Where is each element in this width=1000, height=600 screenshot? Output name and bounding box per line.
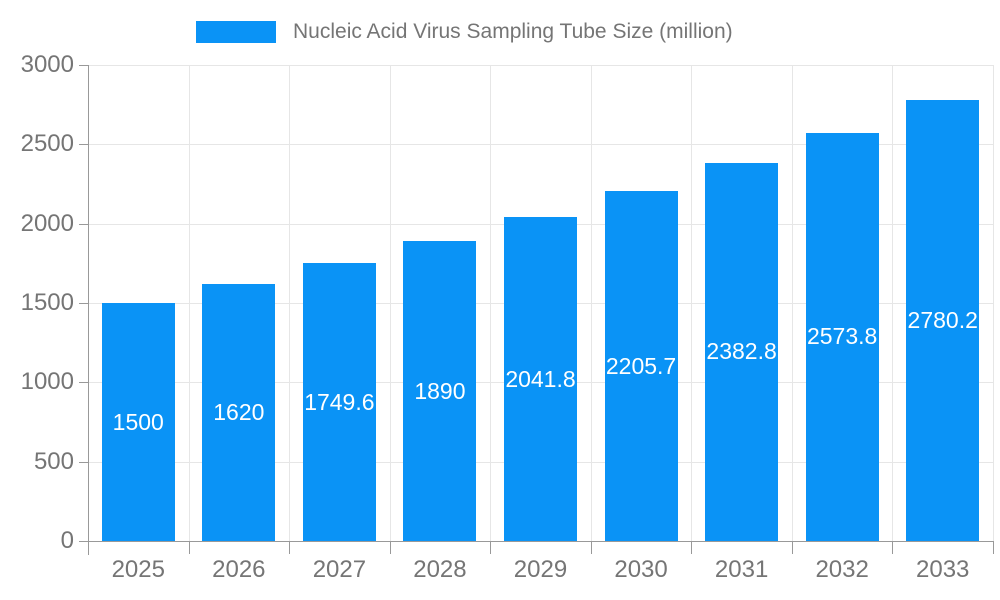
x-axis-tick <box>88 541 89 554</box>
x-axis-tick-label: 2026 <box>212 556 266 583</box>
bar-2026: 1620 <box>202 283 276 541</box>
x-axis-tick-label: 2030 <box>614 556 668 583</box>
x-axis-tick <box>791 541 793 554</box>
bar-2032: 2573.8 <box>805 132 879 541</box>
bar-value-label: 2041.8 <box>505 365 576 392</box>
bar-2030: 2205.7 <box>604 191 678 541</box>
y-axis-tick-label: 2500 <box>20 130 74 158</box>
y-axis-tick <box>79 541 88 542</box>
v-gridline <box>188 65 190 541</box>
y-axis-tick-label: 1500 <box>20 289 74 316</box>
bar-2025: 1500 <box>101 303 175 541</box>
x-axis-tick-label: 2033 <box>916 556 970 583</box>
x-axis-tick <box>892 541 894 554</box>
h-gridline <box>88 144 993 146</box>
h-gridline <box>88 65 993 66</box>
y-axis-tick <box>79 144 88 146</box>
legend-swatch <box>196 21 276 43</box>
bar-value-label: 1749.6 <box>304 388 375 415</box>
v-gridline <box>993 65 994 541</box>
bar-value-label: 2780.2 <box>907 306 978 333</box>
x-axis-tick-label: 2028 <box>413 556 467 583</box>
x-axis-tick-label: 2027 <box>312 556 367 583</box>
y-axis-line <box>88 65 89 555</box>
y-axis-tick <box>79 461 88 463</box>
bar-value-label: 2382.8 <box>706 338 777 365</box>
x-axis-line <box>88 541 993 542</box>
bar-value-label: 2205.7 <box>605 352 677 379</box>
x-axis-tick <box>691 541 693 554</box>
bar-2031: 2382.8 <box>705 162 779 541</box>
bar-2033: 2780.2 <box>906 99 980 541</box>
y-axis-tick-label: 500 <box>33 447 74 475</box>
y-axis-tick <box>79 65 88 66</box>
x-axis-tick <box>188 541 190 554</box>
legend[interactable]: Nucleic Acid Virus Sampling Tube Size (m… <box>196 20 733 44</box>
bar-value-label: 2573.8 <box>806 323 878 350</box>
bar-2029: 2041.8 <box>504 217 577 541</box>
x-axis-tick-label: 2031 <box>714 556 769 583</box>
y-axis-tick <box>79 223 88 225</box>
bar-2028: 1890 <box>403 241 477 541</box>
v-gridline <box>691 65 693 541</box>
y-axis-tick <box>79 382 88 384</box>
bar-value-label: 1500 <box>112 408 164 435</box>
v-gridline <box>892 65 894 541</box>
bar-value-label: 1890 <box>414 377 466 404</box>
x-axis-tick <box>289 541 291 554</box>
x-axis-tick-label: 2032 <box>815 556 869 583</box>
x-axis-tick-label: 2029 <box>513 556 568 583</box>
v-gridline <box>289 65 291 541</box>
y-axis-tick-label: 0 <box>60 527 74 554</box>
v-gridline <box>389 65 391 541</box>
x-axis-tick <box>389 541 391 554</box>
y-axis-tick <box>79 303 88 304</box>
legend-label: Nucleic Acid Virus Sampling Tube Size (m… <box>293 20 733 43</box>
y-axis-tick-label: 1000 <box>20 368 74 396</box>
v-gridline <box>791 65 793 541</box>
v-gridline <box>490 65 492 541</box>
bar-value-label: 1620 <box>213 398 265 425</box>
x-axis-tick <box>490 541 492 554</box>
x-axis-tick-label: 2025 <box>111 556 165 583</box>
y-axis-tick-label: 2000 <box>20 209 74 237</box>
y-axis-tick-label: 3000 <box>20 51 74 78</box>
v-gridline <box>590 65 592 541</box>
x-axis-tick <box>590 541 592 554</box>
bar-2027: 1749.6 <box>302 263 376 541</box>
x-axis-tick <box>993 541 994 554</box>
